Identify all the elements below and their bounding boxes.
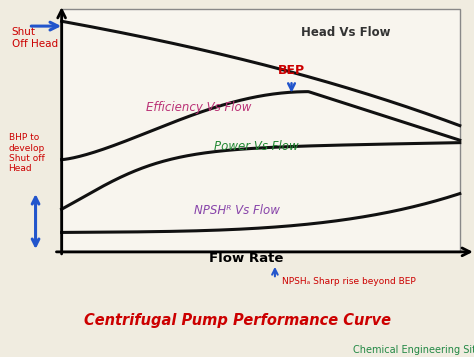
Text: BEP: BEP xyxy=(278,64,305,77)
Text: NPSHᴿ Vs Flow: NPSHᴿ Vs Flow xyxy=(194,204,280,217)
Text: BHP to
develop
Shut off
Head: BHP to develop Shut off Head xyxy=(9,133,45,174)
Text: NPSHₐ Sharp rise beyond BEP: NPSHₐ Sharp rise beyond BEP xyxy=(282,277,416,286)
Text: Centrifugal Pump Performance Curve: Centrifugal Pump Performance Curve xyxy=(83,313,391,328)
Text: Shut
Off Head: Shut Off Head xyxy=(12,27,58,49)
Text: Head Vs Flow: Head Vs Flow xyxy=(301,26,391,39)
Text: Power Vs Flow: Power Vs Flow xyxy=(214,140,298,153)
Text: Flow Rate: Flow Rate xyxy=(210,252,283,266)
Text: Chemical Engineering Site: Chemical Engineering Site xyxy=(353,346,474,356)
Text: Efficiency Vs Flow: Efficiency Vs Flow xyxy=(146,101,252,114)
Bar xyxy=(62,9,460,252)
